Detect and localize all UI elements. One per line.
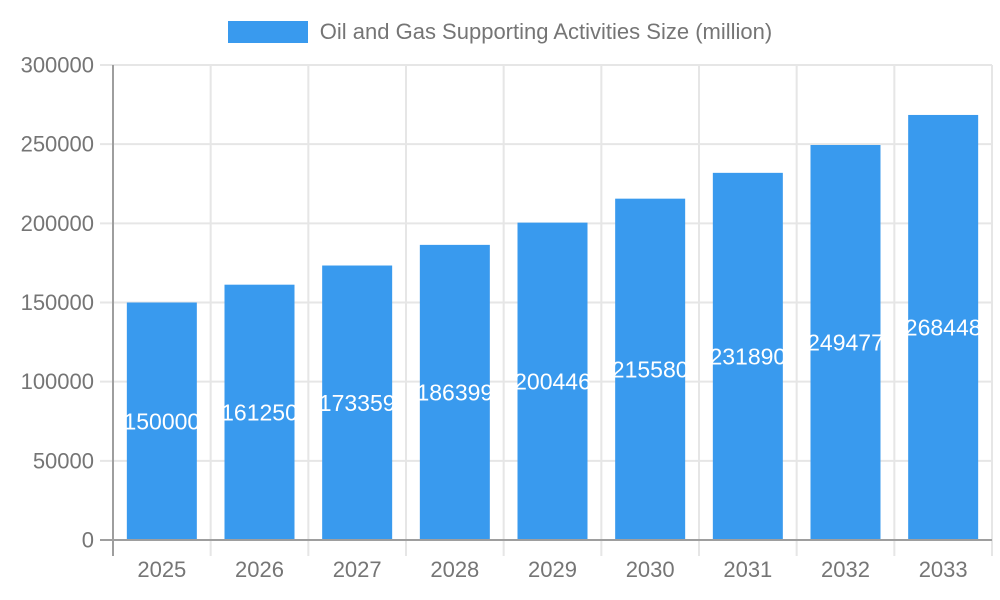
bar-2033[interactable] bbox=[908, 114, 979, 540]
bar-value-label: 161250 bbox=[221, 399, 298, 425]
bar-value-label: 173359 bbox=[319, 390, 396, 416]
x-tick-label: 2025 bbox=[137, 557, 186, 582]
y-tick-label: 300000 bbox=[21, 53, 94, 78]
legend-label: Oil and Gas Supporting Activities Size (… bbox=[319, 19, 773, 44]
bar-value-label: 150000 bbox=[123, 408, 200, 434]
x-tick-label: 2029 bbox=[528, 557, 577, 582]
bar-value-label: 186399 bbox=[416, 379, 493, 405]
x-tick-label: 2030 bbox=[626, 557, 675, 582]
x-tick-label: 2032 bbox=[821, 557, 870, 582]
y-tick-label: 100000 bbox=[21, 369, 94, 394]
text-layer: 150000 161250 173359 186399 200446 215580 2318… bbox=[21, 53, 982, 583]
bar-2027[interactable] bbox=[322, 265, 393, 540]
axis-layer bbox=[100, 65, 992, 556]
x-tick-label: 2026 bbox=[235, 557, 284, 582]
bar-2031[interactable] bbox=[712, 172, 783, 541]
y-tick-label: 200000 bbox=[21, 211, 94, 236]
bar-2026[interactable] bbox=[224, 284, 295, 540]
bar-value-label: 249477 bbox=[807, 329, 884, 355]
bar-value-label: 268448 bbox=[905, 314, 982, 340]
bar-value-label: 215580 bbox=[612, 356, 689, 382]
bars-layer bbox=[126, 114, 979, 541]
x-tick-label: 2028 bbox=[430, 557, 479, 582]
y-tick-label: 50000 bbox=[33, 448, 94, 473]
x-tick-label: 2027 bbox=[333, 557, 382, 582]
bar-value-label: 231890 bbox=[709, 343, 786, 369]
x-tick-label: 2031 bbox=[723, 557, 772, 582]
bar-2030[interactable] bbox=[615, 198, 686, 541]
x-tick-label: 2033 bbox=[919, 557, 968, 582]
chart-legend[interactable]: Oil and Gas Supporting Activities Size (… bbox=[0, 20, 1000, 44]
y-tick-label: 250000 bbox=[21, 132, 94, 157]
bar-value-label: 200446 bbox=[514, 368, 591, 394]
y-tick-label: 0 bbox=[82, 528, 94, 553]
bar-2029[interactable] bbox=[517, 222, 588, 540]
y-tick-label: 150000 bbox=[21, 290, 94, 315]
bar-2032[interactable] bbox=[810, 144, 881, 540]
bar-2028[interactable] bbox=[419, 244, 490, 540]
bar-2025[interactable] bbox=[126, 302, 197, 541]
legend-swatch bbox=[227, 21, 308, 43]
